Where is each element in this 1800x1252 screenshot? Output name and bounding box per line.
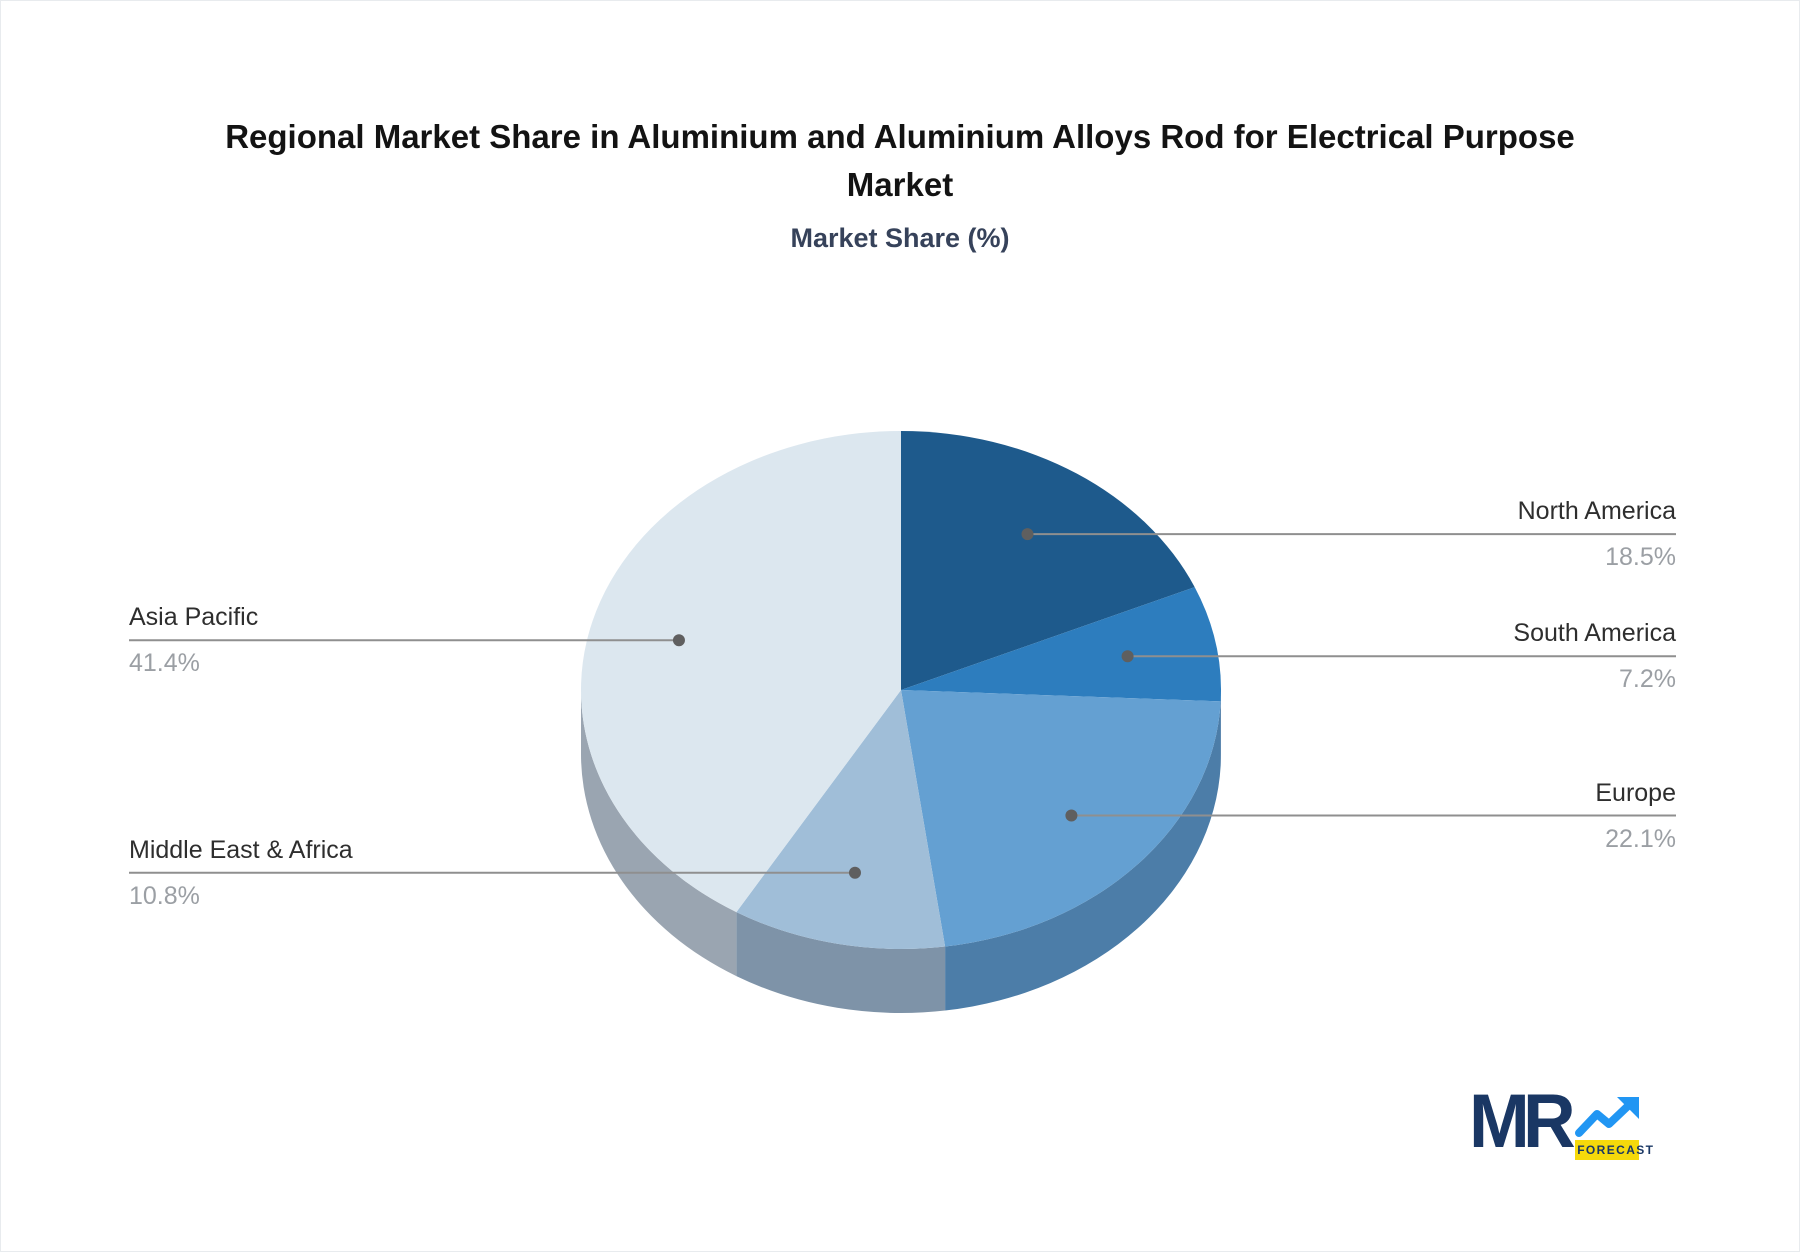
chart-header: Regional Market Share in Aluminium and A… (1, 113, 1799, 254)
pie-slice-side-europe (945, 701, 1221, 1011)
callout-dot-north-america (1021, 528, 1034, 541)
trend-line (1575, 1101, 1634, 1137)
callout-dot-europe (1065, 809, 1078, 822)
chart-title: Regional Market Share in Aluminium and A… (225, 118, 1575, 203)
pie-slice-side-middle-east-africa (736, 912, 946, 1013)
mrforecast-logo: MR FORECAST (1469, 1079, 1653, 1164)
pie-slice-north-america[interactable] (901, 431, 1195, 690)
callout-dot-asia-pacific (672, 634, 685, 647)
trend-arrow-icon (1575, 1097, 1640, 1137)
chart-subtitle: Market Share (%) (790, 223, 1010, 253)
pie-slice-south-america[interactable] (901, 587, 1221, 702)
pie-slice-middle-east-africa[interactable] (736, 690, 946, 949)
logo-mr-text: MR (1469, 1079, 1576, 1164)
pie-slice-side-asia-pacific (581, 690, 737, 977)
pie-slice-europe[interactable] (901, 690, 1221, 947)
trend-arrowhead (1617, 1097, 1640, 1119)
pie-slice-asia-pacific[interactable] (580, 431, 901, 913)
callout-dot-middle-east-africa (848, 866, 861, 879)
callout-dot-south-america (1121, 650, 1134, 663)
logo-forecast-badge: FORECAST (1575, 1140, 1653, 1160)
logo-arrow-column: FORECAST (1575, 1097, 1653, 1160)
